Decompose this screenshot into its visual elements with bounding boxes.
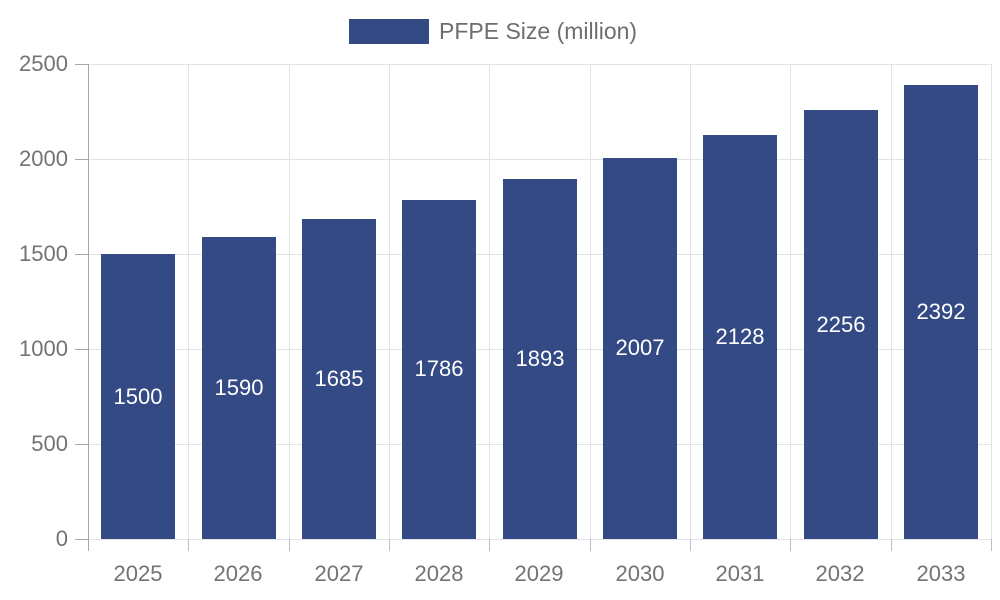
x-axis-tick: [590, 539, 591, 551]
gridline-vertical: [690, 64, 691, 539]
y-axis-tick: [75, 444, 88, 445]
x-axis-tick: [891, 539, 892, 551]
gridline-vertical: [188, 64, 189, 539]
bar-value-label: 1500: [113, 384, 163, 409]
y-axis-tick: [75, 349, 88, 350]
bar-value-label: 1893: [515, 346, 565, 371]
y-axis-tick-label: 2500: [19, 51, 68, 76]
bar-2031: [703, 135, 777, 539]
y-axis-tick: [75, 159, 88, 160]
gridline-horizontal: [88, 64, 991, 65]
x-axis-tick-label: 2025: [113, 561, 163, 586]
y-axis-tick-label: 500: [31, 431, 68, 456]
bar-2027: [302, 219, 376, 539]
bar-2033: [904, 85, 978, 539]
x-axis-tick-label: 2029: [514, 561, 564, 586]
gridline-vertical: [389, 64, 390, 539]
bar-2029: [503, 179, 577, 539]
x-axis-tick: [389, 539, 390, 551]
x-axis-tick: [690, 539, 691, 551]
gridline-vertical: [891, 64, 892, 539]
x-axis-tick: [188, 539, 189, 551]
bar-2026: [202, 237, 276, 539]
gridline-vertical: [590, 64, 591, 539]
y-axis-tick: [75, 64, 88, 65]
gridline-horizontal: [88, 539, 991, 540]
bar-value-label: 1685: [314, 366, 364, 391]
x-axis-tick-label: 2030: [615, 561, 665, 586]
bar-2028: [402, 200, 476, 539]
gridline-vertical: [289, 64, 290, 539]
x-axis-tick: [489, 539, 490, 551]
bar-2032: [804, 110, 878, 539]
y-axis-tick-label: 1500: [19, 241, 68, 266]
bar-value-label: 2392: [916, 299, 966, 324]
y-axis-tick-label: 0: [55, 526, 68, 551]
x-axis-tick-label: 2033: [916, 561, 966, 586]
x-axis-tick-label: 2031: [715, 561, 765, 586]
bar-2025: [101, 254, 175, 539]
legend[interactable]: PFPE Size (million): [349, 17, 637, 45]
legend-swatch: [349, 18, 429, 44]
bar-2030: [603, 158, 677, 539]
gridline-vertical: [991, 64, 992, 539]
x-axis-tick: [991, 539, 992, 551]
gridline-vertical: [790, 64, 791, 539]
y-axis-line: [88, 64, 89, 551]
y-axis-tick-label: 2000: [19, 146, 68, 171]
x-axis-tick-label: 2028: [414, 561, 464, 586]
gridline-horizontal: [88, 159, 991, 160]
bar-value-label: 1590: [214, 375, 264, 400]
y-axis-tick-label: 1000: [19, 336, 68, 361]
y-axis-tick: [75, 539, 88, 540]
x-axis-tick-label: 2032: [815, 561, 865, 586]
x-axis-tick-label: 2027: [314, 561, 364, 586]
legend-label: PFPE Size (million): [439, 17, 638, 44]
bar-value-label: 2256: [816, 312, 866, 337]
x-axis-tick: [289, 539, 290, 551]
x-axis-tick: [790, 539, 791, 551]
gridline-vertical: [489, 64, 490, 539]
y-axis-tick: [75, 254, 88, 255]
bar-value-label: 2007: [615, 335, 665, 360]
bar-value-label: 2128: [715, 324, 765, 349]
x-axis-tick-label: 2026: [213, 561, 263, 586]
bar-value-label: 1786: [414, 356, 464, 381]
